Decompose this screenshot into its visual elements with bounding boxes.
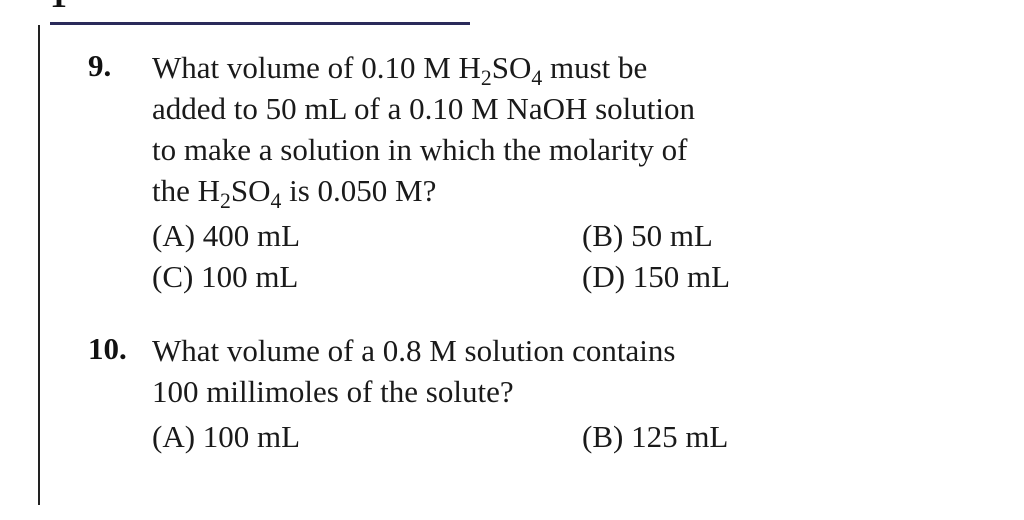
q9-line3: to make a solution in which the molarity… (152, 132, 688, 167)
subscript: 4 (271, 189, 282, 213)
q9-line4-c: is 0.050 M? (281, 173, 436, 208)
option-d: (D) 150 mL (582, 257, 730, 298)
q9-line1-a: What volume of 0.10 M H (152, 50, 481, 85)
option-b: (B) 125 mL (582, 417, 728, 458)
question-9: 9. What volume of 0.10 M H2SO4 must be a… (90, 48, 934, 297)
option-row: (C) 100 mL (D) 150 mL (152, 257, 952, 298)
q9-line1-c: must be (542, 50, 647, 85)
q10-line1: What volume of a 0.8 M solution contains (152, 333, 675, 368)
q9-line4-b: SO (231, 173, 271, 208)
question-10: 10. What volume of a 0.8 M solution cont… (90, 331, 934, 458)
subscript: 4 (531, 66, 542, 90)
q9-line2: added to 50 mL of a 0.10 M NaOH solution (152, 91, 695, 126)
q9-line1-b: SO (492, 50, 532, 85)
page-content: 9. What volume of 0.10 M H2SO4 must be a… (50, 0, 974, 458)
q10-line2: 100 millimoles of the solute? (152, 374, 514, 409)
subscript: 2 (481, 66, 492, 90)
question-number: 9. (88, 48, 111, 84)
question-number: 10. (88, 331, 127, 367)
option-a: (A) 400 mL (152, 216, 582, 257)
option-row: (A) 400 mL (B) 50 mL (152, 216, 952, 257)
option-b: (B) 50 mL (582, 216, 713, 257)
option-c: (C) 100 mL (152, 257, 582, 298)
subscript: 2 (220, 189, 231, 213)
q9-line4-a: the H (152, 173, 220, 208)
question-text: What volume of 0.10 M H2SO4 must be adde… (152, 48, 952, 212)
question-options: (A) 400 mL (B) 50 mL (C) 100 mL (D) 150 … (152, 216, 952, 298)
question-options: (A) 100 mL (B) 125 mL (152, 417, 952, 458)
left-margin-rule (38, 25, 40, 505)
option-a: (A) 100 mL (152, 417, 582, 458)
question-text: What volume of a 0.8 M solution contains… (152, 331, 952, 413)
option-row: (A) 100 mL (B) 125 mL (152, 417, 952, 458)
